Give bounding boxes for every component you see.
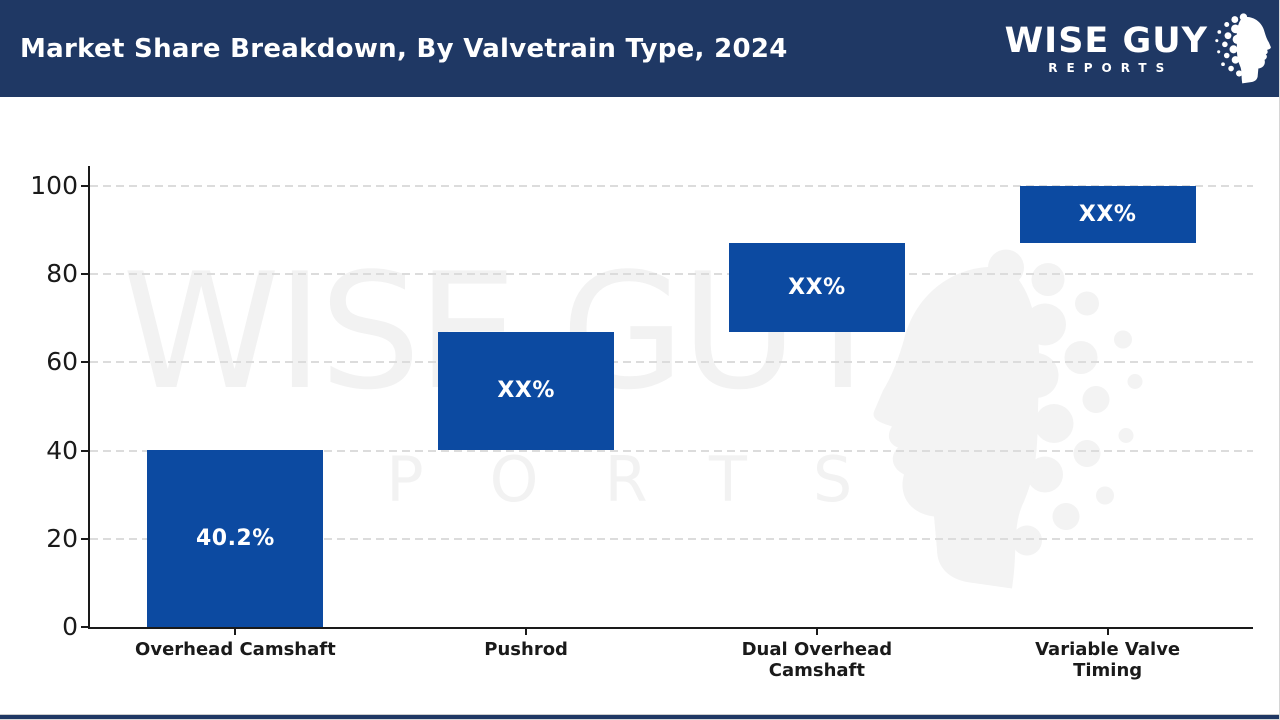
y-tick-label: 60 xyxy=(46,347,78,377)
watermark-head-icon xyxy=(873,249,1143,589)
category-label: Overhead Camshaft xyxy=(135,639,336,660)
gridline-y40 xyxy=(90,449,1253,452)
bar-3: XX% xyxy=(728,243,905,332)
category-label: Pushrod xyxy=(484,639,568,660)
y-tick-label: 80 xyxy=(46,259,78,289)
category-label: Variable Valve Timing xyxy=(1035,639,1181,681)
bar-4: XX% xyxy=(1019,186,1196,244)
x-tick-mark xyxy=(234,627,237,635)
bar-value-label: 40.2% xyxy=(195,525,275,551)
footer-bar xyxy=(0,714,1279,719)
x-axis-line xyxy=(88,627,1253,629)
y-tick-label: 100 xyxy=(30,171,78,200)
bar-value-label: XX% xyxy=(497,378,555,404)
y-tick-label: 40 xyxy=(46,435,78,465)
brand-subtitle: REPORTS xyxy=(1048,60,1174,75)
x-tick-mark xyxy=(815,627,818,635)
logo-head-icon xyxy=(1215,12,1271,83)
x-tick-mark xyxy=(525,627,528,635)
y-tick-mark xyxy=(81,361,90,364)
gridline-y60 xyxy=(90,361,1253,364)
bar-2: XX% xyxy=(438,331,615,450)
page-title: Market Share Breakdown, By Valvetrain Ty… xyxy=(20,33,788,64)
bar-1: 40.2% xyxy=(147,449,324,627)
y-tick-mark xyxy=(81,185,90,187)
bar-value-label: XX% xyxy=(788,274,846,300)
x-tick-mark xyxy=(1106,627,1109,635)
brand-name: WISE GUY xyxy=(1004,20,1208,61)
y-tick-mark xyxy=(81,273,90,276)
header-bar: Market Share Breakdown, By Valvetrain Ty… xyxy=(0,0,1279,97)
gridline-y20 xyxy=(90,537,1253,540)
brand-logo: WISE GUY REPORTS xyxy=(1005,7,1272,91)
gridline-y100 xyxy=(90,185,1253,187)
gridline-y80 xyxy=(90,273,1253,276)
y-axis-line xyxy=(88,166,90,629)
y-tick-label: 0 xyxy=(62,612,78,641)
y-tick-label: 20 xyxy=(46,523,78,553)
bar-value-label: XX% xyxy=(1078,202,1137,228)
y-tick-mark xyxy=(81,449,90,452)
y-tick-mark xyxy=(81,626,90,628)
category-label: Dual Overhead Camshaft xyxy=(741,639,893,681)
brand-logo-text: WISE GUY REPORTS xyxy=(1005,23,1208,75)
y-tick-mark xyxy=(81,537,90,540)
